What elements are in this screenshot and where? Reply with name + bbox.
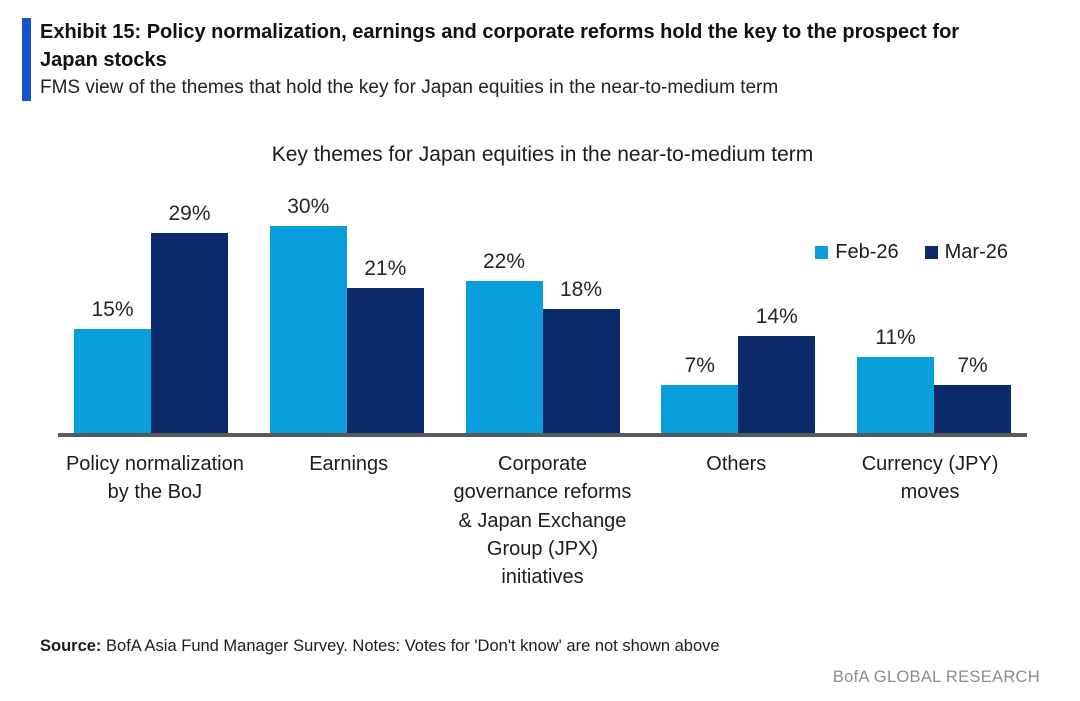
bar-column: 22% [465, 249, 543, 433]
bar-group: 22% 18% [465, 249, 620, 433]
header: Exhibit 15: Policy normalization, earnin… [22, 18, 1040, 101]
data-label: 29% [168, 201, 211, 225]
bar-group: 7% 14% [661, 304, 816, 433]
bar-column: 18% [542, 277, 620, 433]
bar-column: 30% [269, 194, 347, 433]
bar-feb-26 [661, 384, 739, 433]
x-axis-labels: Policy normalization by the BoJ Earnings C… [58, 450, 1027, 592]
exhibit-subtitle: FMS view of the themes that hold the key… [40, 77, 779, 99]
bar-group: 15% 29% [74, 202, 228, 433]
data-label: 7% [684, 353, 715, 377]
bar-mar-26 [151, 232, 228, 433]
bar-feb-26 [857, 356, 934, 433]
chart-title: Key themes for Japan equities in the nea… [271, 142, 814, 166]
bar-column: 11% [857, 326, 934, 433]
data-label: 14% [755, 304, 798, 328]
bar-mar-26 [346, 287, 424, 433]
bar-mar-26 [934, 384, 1011, 433]
data-label: 15% [91, 297, 134, 321]
legend-label: Feb-26 [835, 240, 899, 263]
category-label: Policy normalization by the BoJ [65, 452, 244, 504]
feb-26-swatch-icon [815, 245, 829, 259]
bar-column: 21% [346, 256, 424, 433]
category-label: Currency (JPY) moves [861, 452, 999, 504]
accent-bar [22, 18, 31, 101]
legend-label: Mar-26 [944, 240, 1008, 263]
data-label: 22% [482, 249, 526, 273]
bar-mar-26 [738, 335, 816, 433]
bar-group: 11% 7% [857, 326, 1011, 433]
bar-group: 30% 21% [269, 194, 424, 433]
legend: Feb-26 Mar-26 [815, 241, 1008, 264]
legend-item-mar-26: Mar-26 [924, 240, 1008, 264]
data-label: 7% [957, 353, 988, 377]
source-text: BofA Asia Fund Manager Survey. Notes: Vo… [101, 637, 720, 655]
data-label: 30% [287, 194, 330, 218]
plot-groups: 15% 29% 30% 21% 22% 18% 7% 14% 11% 7% [58, 189, 1027, 437]
bar-feb-26 [74, 328, 151, 433]
category-label: Earnings [309, 452, 389, 475]
data-label: 18% [559, 277, 603, 301]
header-text: Exhibit 15: Policy normalization, earnin… [40, 18, 1000, 101]
plot-area: 15% 29% 30% 21% 22% 18% 7% 14% 11% 7% Policy norm… [58, 189, 1027, 592]
brand-text: BofA GLOBAL RESEARCH [832, 668, 1040, 686]
source-note: Source: BofA Asia Fund Manager Survey. N… [40, 637, 1040, 656]
bar-feb-26 [465, 280, 543, 433]
exhibit-title: Exhibit 15: Policy normalization, earnin… [40, 21, 960, 71]
source-label: Source: [40, 637, 102, 655]
category-label: Others [706, 452, 767, 475]
bar-feb-26 [269, 225, 347, 433]
category-label: Corporate governance reforms & Japan Exc… [453, 452, 632, 589]
mar-26-swatch-icon [924, 245, 938, 259]
bar-column: 15% [74, 298, 151, 433]
chart-section: Key themes for Japan equities in the nea… [0, 143, 1080, 592]
bar-column: 7% [661, 353, 739, 433]
bar-column: 29% [151, 202, 228, 433]
legend-item-feb-26: Feb-26 [815, 240, 899, 264]
footer: Source: BofA Asia Fund Manager Survey. N… [40, 637, 1040, 687]
data-label: 11% [875, 325, 916, 349]
bar-mar-26 [542, 308, 620, 433]
data-label: 21% [364, 256, 407, 280]
bar-column: 14% [738, 304, 816, 433]
bar-column: 7% [934, 354, 1011, 433]
